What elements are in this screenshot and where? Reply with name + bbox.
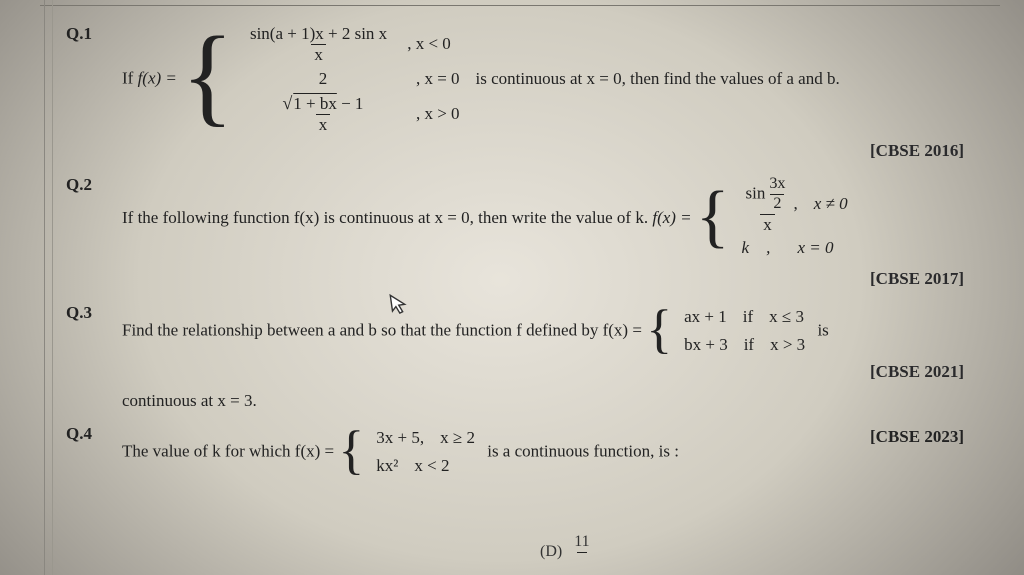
- q1-c3-num-tail: − 1: [337, 94, 364, 113]
- q2-c1-sin: sin: [746, 183, 766, 202]
- q2-c2-cond: x = 0: [790, 234, 842, 262]
- q1-fx: f(x) =: [138, 68, 182, 87]
- footer-num: 11: [571, 534, 592, 552]
- q3-c1-cond: x ≤ 3: [761, 303, 812, 331]
- q3-c2-expr: bx + 3: [676, 331, 736, 359]
- q2-c2-k: k: [742, 238, 750, 257]
- q4-c2-cond: x < 2: [406, 452, 457, 480]
- q2-c1-inner-frac: 3x2: [766, 176, 788, 213]
- question-3: Q.3 Find the relationship between a and …: [66, 303, 974, 360]
- q3-cont: continuous at x = 3.: [122, 388, 974, 414]
- q4-number: Q.4: [66, 424, 122, 444]
- q3-c1-expr: ax + 1: [676, 303, 735, 331]
- question-1: Q.1 If f(x) = { sin(a + 1)x + 2 sin x x …: [66, 24, 974, 135]
- q3-c2-cond: x > 3: [762, 331, 813, 359]
- q1-case-2: 2 , x = 0 is continuous at x = 0, then f…: [238, 65, 848, 93]
- q2-body: If the following function f(x) is contin…: [122, 175, 974, 263]
- q2-piecewise: { sin3x2 x , x ≠ 0: [696, 175, 856, 263]
- q1-c1-den: x: [311, 44, 326, 64]
- q1-case-1-expr: sin(a + 1)x + 2 sin x x: [238, 24, 399, 65]
- q4-tail: is a continuous function, is :: [487, 441, 679, 460]
- q3-tail: is: [817, 320, 828, 339]
- q1-body: If f(x) = { sin(a + 1)x + 2 sin x x , x …: [122, 24, 974, 135]
- q3-cases: ax + 1 if x ≤ 3 bx + 3 if x > 3: [676, 303, 813, 360]
- q4-case-1: 3x + 5, x ≥ 2: [368, 424, 483, 452]
- q3-text: Find the relationship between a and b so…: [122, 320, 603, 339]
- radical-icon: √: [282, 93, 292, 113]
- q2-c1-expr: sin3x2 x ,: [734, 175, 806, 235]
- q1-c2-expr: 2: [238, 65, 408, 93]
- q4-c1-expr: 3x + 5,: [368, 424, 432, 452]
- page-content: Q.1 If f(x) = { sin(a + 1)x + 2 sin x x …: [40, 0, 1000, 575]
- q2-text: If the following function f(x) is contin…: [122, 208, 652, 227]
- q1-c1-cond: , x < 0: [399, 30, 459, 58]
- q3-piecewise: { ax + 1 if x ≤ 3 bx + 3 if x > 3: [646, 303, 813, 360]
- footer-frac: 11: [571, 534, 592, 571]
- q1-c3-den: x: [316, 114, 331, 134]
- q4-text: The value of k for which: [122, 441, 295, 460]
- q4-piecewise: { 3x + 5, x ≥ 2 kx² x < 2: [338, 424, 483, 481]
- q2-case-2: k , x = 0: [734, 234, 856, 262]
- q1-c3-num: √1 + bx − 1: [279, 94, 366, 114]
- q1-c3-expr: √1 + bx − 1 x: [238, 93, 408, 135]
- q3-c2-if: if: [736, 331, 762, 359]
- q3-number: Q.3: [66, 303, 122, 323]
- q2-c2-tail: ,: [766, 238, 770, 257]
- q2-c1-inner-den: 2: [770, 194, 784, 213]
- question-4: Q.4 The value of k for which f(x) = { 3x…: [66, 424, 974, 481]
- footer-den: [577, 552, 587, 571]
- q2-fx: f(x) =: [652, 208, 696, 227]
- q2-c2-expr: k ,: [734, 234, 790, 262]
- q3-body: Find the relationship between a and b so…: [122, 303, 974, 360]
- left-brace-icon: {: [646, 308, 672, 351]
- left-brace-icon: {: [696, 189, 730, 245]
- left-brace-icon: {: [338, 429, 364, 472]
- q2-cases: sin3x2 x , x ≠ 0 k , x = 0: [734, 175, 856, 263]
- q4-source: [CBSE 2023]: [870, 424, 964, 450]
- q3-case-1: ax + 1 if x ≤ 3: [676, 303, 813, 331]
- question-2: Q.2 If the following function f(x) is co…: [66, 175, 974, 263]
- q4-c2-expr: kx²: [368, 452, 406, 480]
- q1-number: Q.1: [66, 24, 122, 44]
- q4-case-2: kx² x < 2: [368, 452, 483, 480]
- q2-c1-outer-den: x: [760, 214, 775, 234]
- q4-fx: f(x) =: [295, 441, 339, 460]
- q3-continuation: continuous at x = 3.: [66, 388, 974, 414]
- q3-source: [CBSE 2021]: [66, 362, 964, 382]
- q1-c3-sqrt: 1 + bx: [292, 94, 337, 113]
- q2-c1-outer-num: sin3x2: [743, 176, 793, 214]
- q1-tail: is continuous at x = 0, then find the va…: [468, 65, 848, 93]
- q3-case-2: bx + 3 if x > 3: [676, 331, 813, 359]
- q3-fx: f(x) =: [603, 320, 647, 339]
- q4-c1-cond: x ≥ 2: [432, 424, 483, 452]
- q2-c1-tail: ,: [794, 194, 798, 213]
- q1-c3-frac: √1 + bx − 1 x: [279, 94, 366, 134]
- q2-source: [CBSE 2017]: [66, 269, 964, 289]
- q1-cases: sin(a + 1)x + 2 sin x x , x < 0 2 , x = …: [238, 24, 848, 135]
- q1-c2-cond: , x = 0: [408, 65, 468, 93]
- q2-case-1: sin3x2 x , x ≠ 0: [734, 175, 856, 235]
- q2-number: Q.2: [66, 175, 122, 195]
- q1-case-3: √1 + bx − 1 x , x > 0: [238, 93, 848, 135]
- q1-source: [CBSE 2016]: [66, 141, 964, 161]
- q4-body: The value of k for which f(x) = { 3x + 5…: [122, 424, 974, 481]
- footer-option: (D) 11: [540, 534, 594, 571]
- q1-lead: If: [122, 68, 138, 87]
- q1-case-1: sin(a + 1)x + 2 sin x x , x < 0: [238, 24, 848, 65]
- q2-c1-cond: x ≠ 0: [806, 190, 856, 218]
- q1-piecewise: { sin(a + 1)x + 2 sin x x , x < 0 2: [181, 24, 848, 135]
- q2-c1-inner-num: 3x: [766, 176, 788, 194]
- q1-case-1-frac: sin(a + 1)x + 2 sin x x: [247, 25, 390, 64]
- footer-opt-label: (D): [540, 543, 562, 560]
- q3-c1-if: if: [735, 303, 761, 331]
- q1-c3-cond: , x > 0: [408, 100, 468, 128]
- q4-cases: 3x + 5, x ≥ 2 kx² x < 2: [368, 424, 483, 481]
- left-brace-icon: {: [181, 29, 234, 123]
- q2-c1-outerfrac: sin3x2 x: [743, 176, 793, 234]
- q1-c1-num: sin(a + 1)x + 2 sin x: [247, 25, 390, 44]
